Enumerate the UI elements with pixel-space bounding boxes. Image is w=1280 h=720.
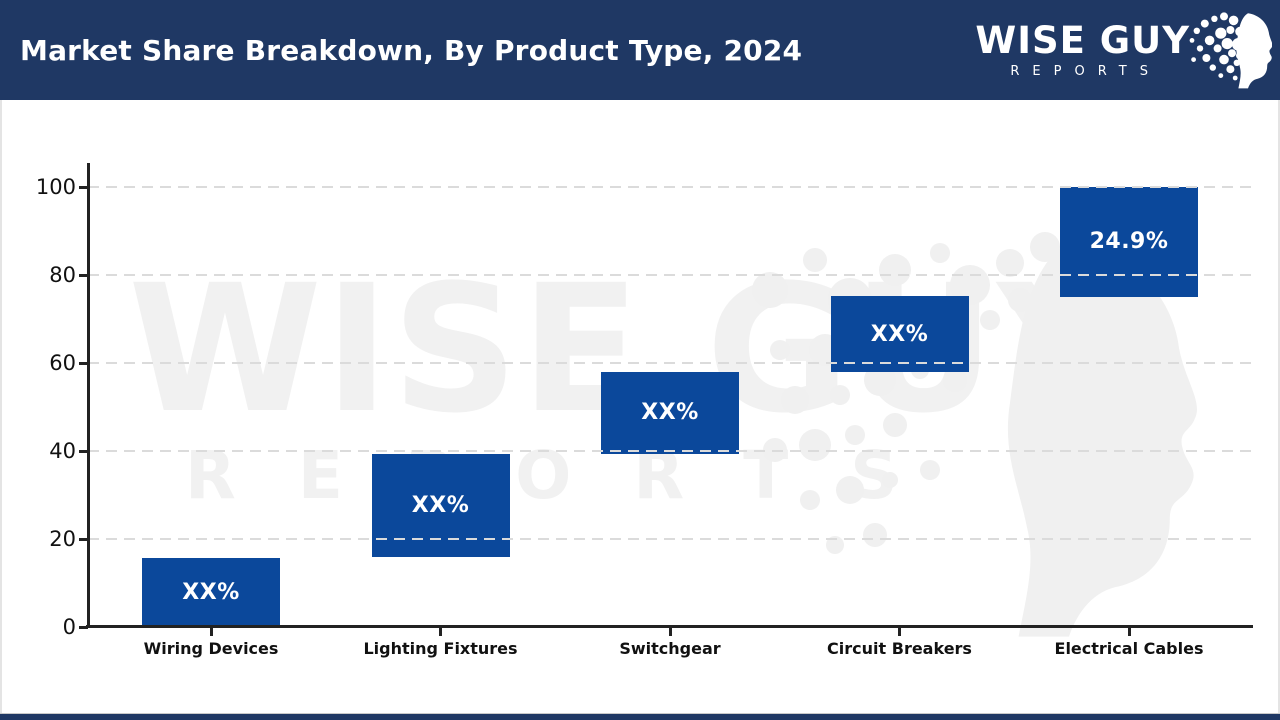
x-category-label: Circuit Breakers xyxy=(827,639,972,658)
x-category-label: Electrical Cables xyxy=(1054,639,1204,658)
x-tick-mark xyxy=(209,628,213,636)
x-axis xyxy=(86,625,1253,628)
brand-logo: WISE GUY REPORTS xyxy=(975,4,1280,96)
logo-wordmark-line2: REPORTS xyxy=(1010,64,1161,79)
x-tick-mark xyxy=(1127,628,1131,636)
x-tick-mark xyxy=(668,628,672,636)
y-tick-label: 40 xyxy=(49,439,76,463)
y-tick-label: 20 xyxy=(49,527,76,551)
bar: 24.9% xyxy=(1060,187,1198,297)
y-tick-label: 100 xyxy=(35,175,76,199)
bar-value-label: 24.9% xyxy=(1089,229,1169,255)
header: Market Share Breakdown, By Product Type,… xyxy=(0,0,1280,100)
x-tick-mark xyxy=(439,628,442,636)
y-tick-mark xyxy=(79,450,88,453)
x-category-label: Lighting Fixtures xyxy=(363,639,518,658)
y-tick-label: 80 xyxy=(49,263,76,287)
x-category-label: Wiring Devices xyxy=(143,639,279,658)
bar: XX% xyxy=(371,454,510,557)
footer-divider xyxy=(0,713,1280,714)
x-category-label: Switchgear xyxy=(619,639,721,658)
bar-value-label: XX% xyxy=(411,492,470,518)
y-tick-mark xyxy=(79,362,88,365)
y-tick-mark xyxy=(79,538,88,541)
y-tick-mark xyxy=(79,274,88,277)
logo-wordmark: WISE GUY REPORTS xyxy=(975,22,1190,78)
bar: XX% xyxy=(142,557,280,627)
bar-value-label: XX% xyxy=(870,321,929,347)
bar: XX% xyxy=(830,296,969,373)
logo-face-icon xyxy=(1189,12,1272,89)
x-tick-mark xyxy=(898,628,901,636)
y-tick-mark xyxy=(79,186,88,189)
bar-value-label: XX% xyxy=(641,400,699,426)
footer-bar xyxy=(0,714,1280,720)
y-tick-label: 60 xyxy=(49,351,76,375)
y-tick-label: 0 xyxy=(62,615,76,639)
bar-value-label: XX% xyxy=(182,579,240,605)
page-title: Market Share Breakdown, By Product Type,… xyxy=(20,33,803,67)
bar: XX% xyxy=(601,372,739,454)
y-tick-mark xyxy=(79,626,88,629)
logo-wordmark-line1: WISE GUY xyxy=(975,19,1190,62)
y-axis xyxy=(87,163,90,628)
